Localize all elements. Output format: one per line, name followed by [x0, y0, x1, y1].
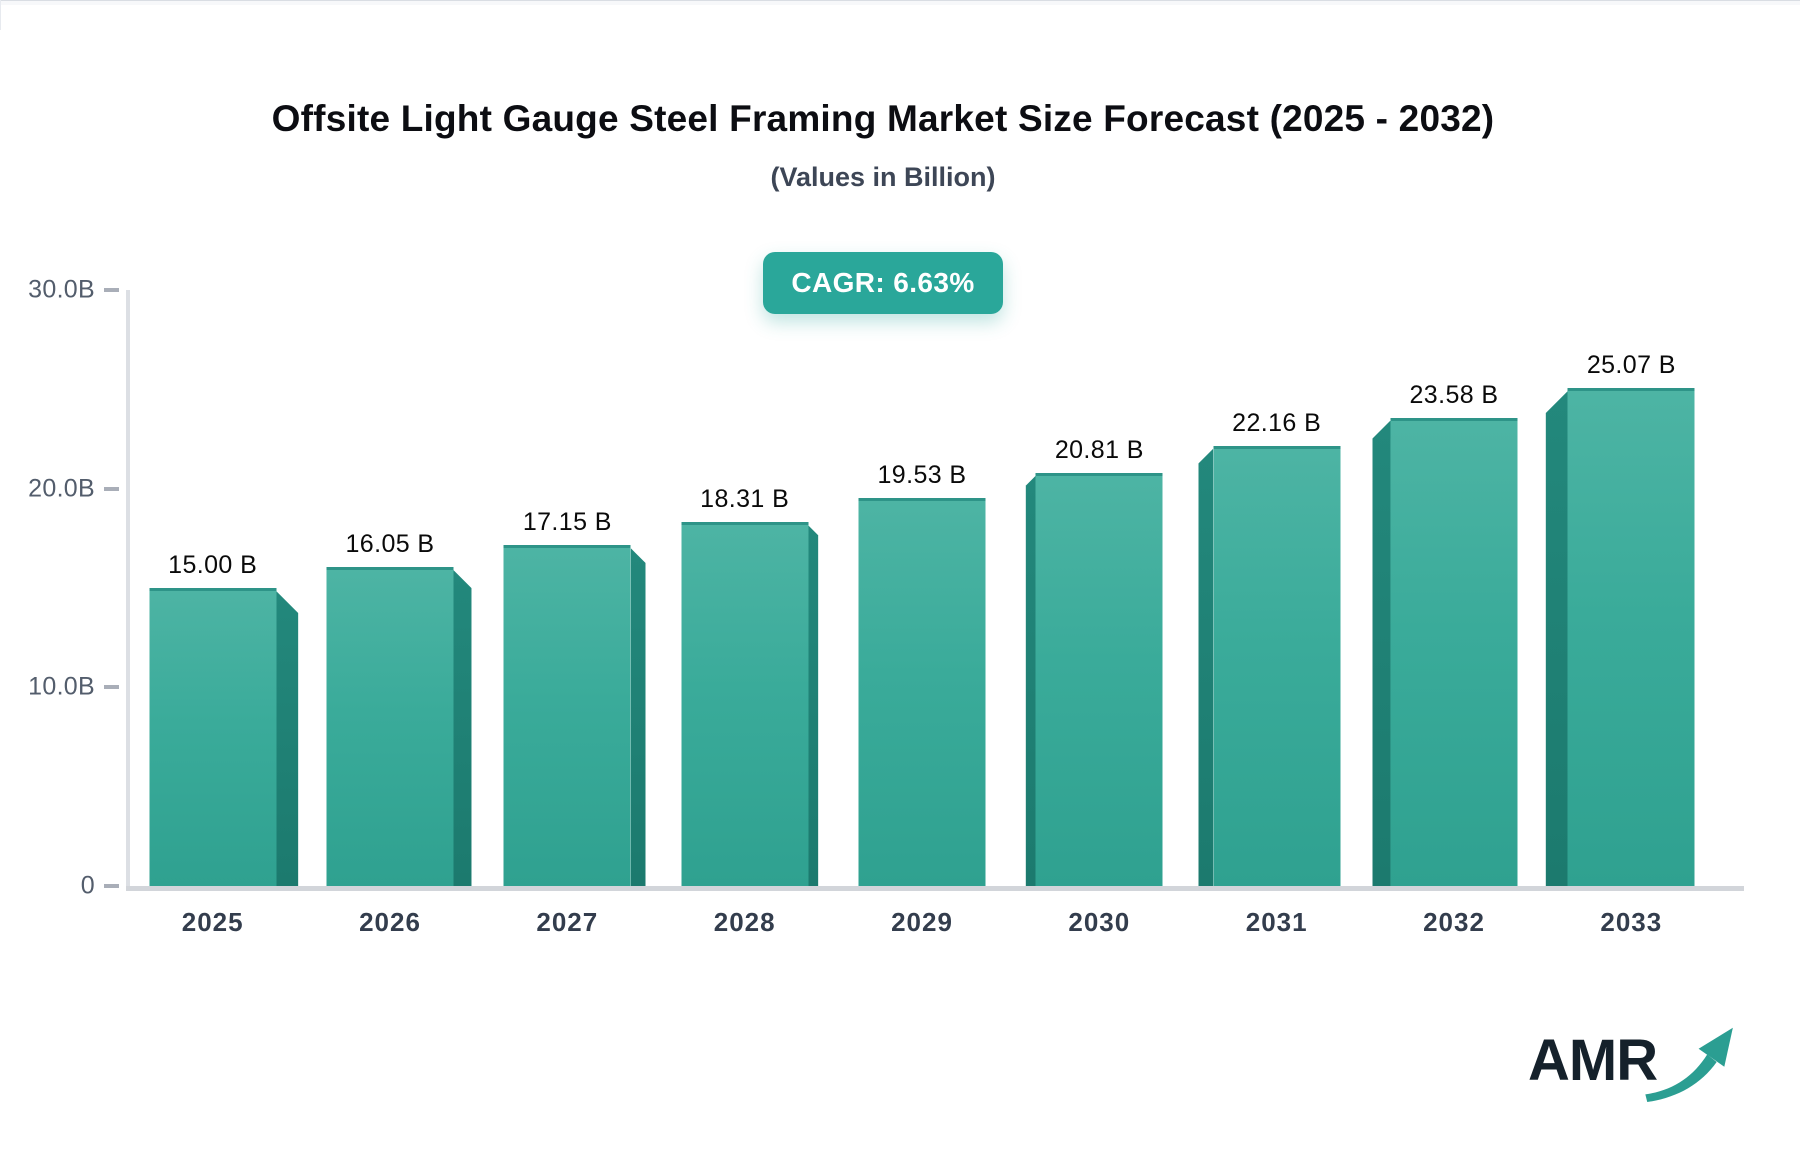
x-axis-label: 2026 — [359, 907, 421, 937]
growth-arrow-icon — [1645, 1027, 1733, 1102]
amr-logo-text: AMR — [1528, 1028, 1658, 1093]
x-axis-line — [126, 886, 1744, 891]
bar-slot: 2026 16.05 B — [301, 290, 478, 937]
x-axis-label: 2033 — [1600, 907, 1663, 937]
bar: 25.07 B — [1545, 351, 1695, 886]
bar-value-label: 19.53 B — [877, 461, 967, 490]
x-axis-label: 2032 — [1423, 907, 1485, 937]
bar-slot: 2032 23.58 B — [1365, 290, 1542, 937]
bar: 20.81 B — [1025, 436, 1163, 886]
x-axis-label: 2025 — [181, 907, 244, 937]
x-axis-label: 2030 — [1068, 907, 1131, 937]
bar-slot: 2030 20.81 B — [1011, 290, 1188, 937]
chart-subtitle: (Values in Billion) — [770, 162, 996, 192]
bar: 18.31 B — [681, 485, 819, 886]
y-axis-tick-mark — [104, 884, 119, 888]
x-axis-label: 2027 — [536, 907, 599, 937]
bar-value-label: 20.81 B — [1054, 435, 1144, 464]
bar: 19.53 B — [858, 461, 986, 886]
bar-slot: 2029 19.53 B — [833, 290, 1010, 937]
bar-slot: 2027 17.15 B — [479, 290, 656, 937]
chart-title: Offsite Light Gauge Steel Framing Market… — [271, 98, 1495, 139]
amr-logo: AMR — [1528, 1027, 1739, 1102]
bars-container: 2025 15.00 B 2026 16.05 B 2027 17.15 B 2028 18.… — [124, 290, 1720, 937]
bar-slot: 2033 25.07 B — [1543, 290, 1720, 937]
bar-side-panel — [276, 591, 299, 886]
bar-side-panel — [1198, 448, 1214, 886]
bar: 22.16 B — [1198, 409, 1341, 886]
left-border-hairline — [0, 0, 1, 30]
y-axis-tick-mark — [104, 486, 119, 491]
y-axis-tick-label: 20.0B — [28, 474, 95, 503]
x-axis-label: 2029 — [891, 907, 953, 937]
x-axis-label: 2028 — [713, 907, 776, 937]
y-axis-tick-mark — [104, 288, 119, 292]
bar: 17.15 B — [503, 508, 646, 886]
y-axis-tick-mark — [104, 685, 119, 690]
bar: 23.58 B — [1372, 381, 1518, 886]
bar-side-panel — [1025, 475, 1036, 886]
bar-side-panel — [453, 570, 472, 886]
y-axis-tick-label: 10.0B — [28, 672, 95, 701]
cagr-badge: CAGR: 6.63% — [763, 252, 1003, 314]
bar-slot: 2028 18.31 B — [656, 290, 833, 937]
y-axis-tick-label: 0 — [80, 871, 95, 900]
bar: 16.05 B — [326, 530, 472, 886]
bar-value-label: 18.31 B — [700, 485, 790, 514]
top-border-strip — [0, 0, 1800, 5]
bar-side-panel — [808, 525, 819, 886]
bar-value-label: 17.15 B — [522, 508, 612, 537]
bar-value-label: 25.07 B — [1586, 350, 1676, 379]
bar-side-panel — [630, 548, 646, 886]
bar-slot: 2025 15.00 B — [124, 290, 301, 937]
bar-value-label: 23.58 B — [1409, 380, 1499, 409]
x-axis-label: 2031 — [1245, 907, 1308, 937]
bar: 15.00 B — [149, 551, 299, 886]
bar-side-panel — [1372, 420, 1391, 886]
bar-value-label: 15.00 B — [168, 551, 258, 579]
bar-value-label: 22.16 B — [1232, 408, 1322, 437]
bar-slot: 2031 22.16 B — [1188, 290, 1365, 937]
bar-side-panel — [1545, 390, 1568, 886]
y-axis-line — [126, 290, 130, 890]
bar-value-label: 16.05 B — [345, 530, 435, 559]
y-axis-tick-label: 30.0B — [28, 275, 95, 304]
